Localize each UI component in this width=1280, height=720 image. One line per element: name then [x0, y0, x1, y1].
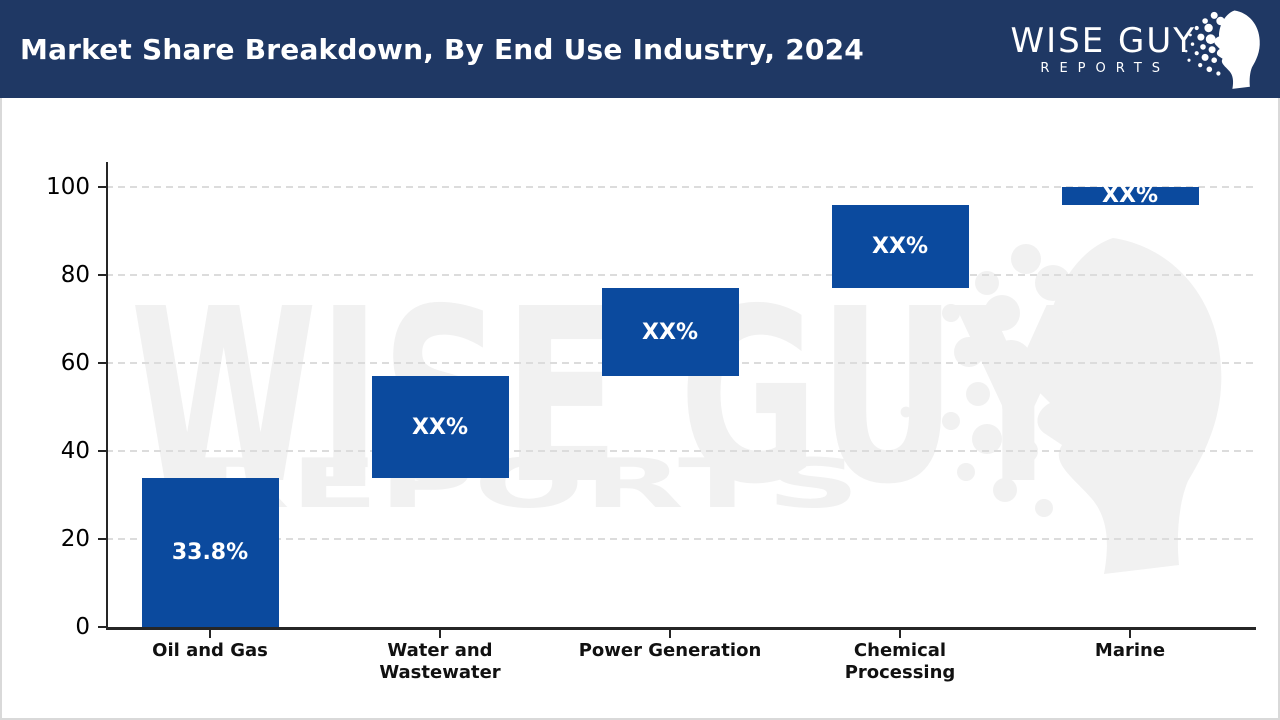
bar-power-generation: XX%: [601, 288, 739, 377]
header-bar: Market Share Breakdown, By End Use Indus…: [0, 0, 1280, 98]
brand-logo-text: WISE GUY REPORTS: [1010, 24, 1196, 75]
x-axis-line: [106, 627, 1256, 630]
bar-label-power-generation: XX%: [642, 319, 698, 345]
x-tick-water-and-wastewater: [439, 630, 441, 638]
bar-chemical-processing: XX%: [831, 204, 969, 289]
y-tick-60: [98, 362, 106, 364]
gridline-y-20: [106, 538, 1256, 540]
bar-label-oil-and-gas: 33.8%: [171, 540, 249, 566]
y-tick-label-80: 80: [60, 262, 90, 288]
category-label-power-generation: Power Generation: [578, 640, 762, 661]
x-tick-power-generation: [669, 630, 671, 638]
bar-marine: XX%: [1061, 183, 1199, 208]
category-label-oil-and-gas: Oil and Gas: [152, 640, 268, 661]
bar-label-chemical-processing: XX%: [872, 233, 928, 259]
bar-label-marine: XX%: [1102, 183, 1158, 209]
bar-oil-and-gas: 33.8%: [141, 478, 279, 627]
gridline-y-40: [106, 450, 1256, 452]
brand-logo: WISE GUY REPORTS: [1010, 7, 1280, 91]
gridline-y-80: [106, 274, 1256, 276]
x-tick-oil-and-gas: [209, 630, 211, 638]
watermark-reports: REPORTS: [190, 445, 860, 524]
category-label-marine: Marine: [1094, 640, 1166, 661]
y-tick-0: [98, 626, 106, 628]
category-label-water-and-wastewater: Water and Wastewater: [379, 640, 501, 683]
bar-label-water-and-wastewater: XX%: [412, 414, 468, 440]
y-tick-100: [98, 186, 106, 188]
x-tick-chemical-processing: [899, 630, 901, 638]
x-tick-marine: [1129, 630, 1131, 638]
bar-water-and-wastewater: XX%: [371, 376, 509, 479]
category-label-chemical-processing: Chemical Processing: [844, 640, 956, 683]
y-tick-label-40: 40: [60, 438, 90, 464]
y-tick-label-60: 60: [60, 350, 90, 376]
brand-head-icon: [1182, 7, 1266, 91]
y-tick-40: [98, 450, 106, 452]
y-tick-label-0: 0: [75, 614, 90, 640]
y-tick-20: [98, 538, 106, 540]
brand-subname: REPORTS: [1040, 60, 1171, 76]
gridline-y-100: [106, 186, 1256, 188]
y-tick-label-100: 100: [46, 174, 90, 200]
page-title: Market Share Breakdown, By End Use Indus…: [20, 32, 864, 66]
y-tick-80: [98, 274, 106, 276]
y-tick-label-20: 20: [60, 526, 90, 552]
y-axis-line: [106, 162, 108, 629]
brand-name: WISE GUY: [1010, 20, 1196, 61]
